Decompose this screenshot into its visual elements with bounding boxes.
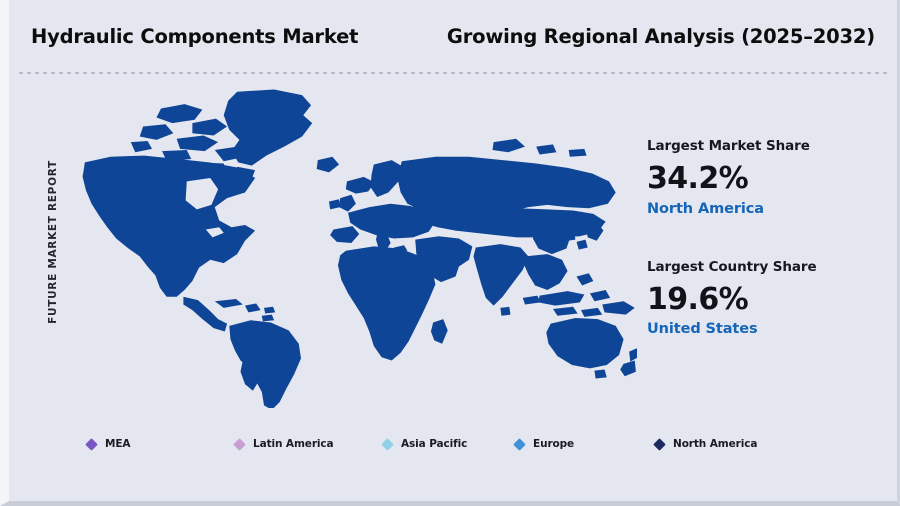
legend-item-north-america: North America <box>653 437 758 451</box>
header: Hydraulic Components Market Growing Regi… <box>9 0 897 72</box>
legend-dot-icon <box>233 437 246 451</box>
stat-region: United States <box>647 321 758 337</box>
legend-label: North America <box>673 438 758 450</box>
legend-item-asia-pacific: Asia Pacific <box>381 437 468 451</box>
legend-dot-icon <box>513 437 526 451</box>
page-title: Hydraulic Components Market <box>31 24 359 48</box>
legend-label: Europe <box>533 438 575 450</box>
world-map <box>77 88 637 408</box>
stat-block-country-share: Largest Country Share 19.6% United State… <box>647 259 887 338</box>
source-watermark: FUTURE MARKET REPORT <box>47 160 59 324</box>
stat-value: 34.2% <box>647 161 749 196</box>
world-map-svg <box>82 89 637 408</box>
stats-panel: Largest Market Share 34.2% North America… <box>647 138 887 337</box>
legend-label: Asia Pacific <box>401 438 468 450</box>
legend-item-latin-america: Latin America <box>233 437 334 451</box>
stat-label: Largest Country Share <box>647 258 817 275</box>
stat-region: North America <box>647 200 764 217</box>
legend-item-europe: Europe <box>513 437 575 451</box>
legend-label: Latin America <box>253 438 334 450</box>
legend-item-mea: MEA <box>85 437 131 451</box>
world-map-landmasses <box>82 89 637 408</box>
stat-label: Largest Market Share <box>647 138 810 154</box>
header-divider <box>19 72 887 74</box>
stat-value: 19.6% <box>647 281 749 317</box>
legend-dot-icon <box>85 437 98 451</box>
legend-dot-icon <box>381 437 394 451</box>
header-subtitle: Growing Regional Analysis (2025–2032) <box>446 24 875 48</box>
legend-label: MEA <box>105 438 131 450</box>
stat-block-market-share: Largest Market Share 34.2% North America <box>647 138 887 217</box>
legend-dot-icon <box>653 437 666 451</box>
